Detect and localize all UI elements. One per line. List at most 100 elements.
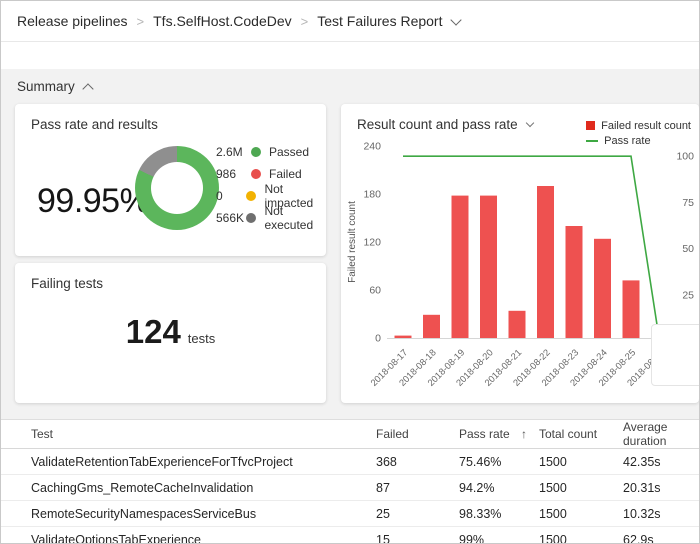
cell-total: 1500 bbox=[539, 454, 567, 469]
legend-item-passed: 2.6M Passed bbox=[216, 141, 326, 163]
chevron-down-icon[interactable] bbox=[449, 13, 462, 26]
column-header-total-count[interactable]: Total count bbox=[539, 427, 598, 441]
legend-value: 566K bbox=[216, 211, 245, 225]
breadcrumb-pipeline-name[interactable]: Tfs.SelfHost.CodeDev bbox=[153, 13, 292, 29]
table-row[interactable]: ValidateOptionsTabExperience 15 99% 1500 62.… bbox=[1, 527, 699, 544]
breadcrumb: Release pipelines > Tfs.SelfHost.CodeDev… bbox=[1, 1, 699, 42]
pass-rate-legend: 2.6M Passed 986 Failed 0 Not impacted 566K Not … bbox=[216, 141, 326, 232]
svg-text:50: 50 bbox=[682, 243, 694, 255]
chart-title-row[interactable]: Result count and pass rate bbox=[357, 117, 534, 132]
pass-rate-card-title: Pass rate and results bbox=[31, 117, 158, 132]
breadcrumb-release-pipelines[interactable]: Release pipelines bbox=[17, 13, 128, 29]
column-header-test[interactable]: Test bbox=[31, 427, 54, 441]
donut-hole bbox=[151, 162, 203, 214]
table-header-row: Test Failed Pass rate ↑ Total count Aver… bbox=[1, 420, 699, 449]
sort-ascending-icon[interactable]: ↑ bbox=[521, 427, 527, 441]
chart-legend-item: Failed result count bbox=[586, 118, 691, 133]
chart-overlay-box bbox=[651, 324, 699, 386]
failed-count-bar[interactable] bbox=[508, 310, 526, 338]
cell-pass-rate: 98.33% bbox=[459, 506, 502, 521]
pass-rate-card: Pass rate and results 99.95% 2.6M Passed 9… bbox=[15, 104, 326, 256]
failed-count-bar[interactable] bbox=[622, 280, 640, 338]
failed-count-bar[interactable] bbox=[537, 186, 554, 338]
failed-count-bar[interactable] bbox=[451, 195, 469, 338]
cell-failed: 368 bbox=[376, 454, 397, 469]
table-body: ValidateRetentionTabExperienceForTfvcPro… bbox=[1, 449, 699, 544]
legend-color-dot-icon bbox=[246, 191, 257, 201]
chart-legend: Failed result count Pass rate bbox=[586, 118, 691, 148]
cell-test: CachingGms_RemoteCacheInvalidation bbox=[31, 480, 254, 495]
cell-failed: 25 bbox=[376, 506, 390, 521]
bar-series-swatch-icon bbox=[586, 121, 596, 130]
cell-total: 1500 bbox=[539, 532, 567, 544]
chart-legend-label: Pass rate bbox=[604, 134, 651, 147]
legend-label: Not executed bbox=[264, 204, 314, 232]
legend-color-dot-icon bbox=[246, 213, 257, 223]
cell-avg-duration: 20.31s bbox=[623, 480, 661, 495]
legend-label: Not impacted bbox=[264, 182, 314, 210]
failed-count-bar[interactable] bbox=[480, 195, 497, 338]
failed-count-bar[interactable] bbox=[565, 226, 583, 338]
failed-count-bar[interactable] bbox=[394, 335, 412, 338]
legend-label: Passed bbox=[269, 145, 310, 159]
cell-pass-rate: 94.2% bbox=[459, 480, 495, 495]
legend-item-not-executed: 566K Not executed bbox=[216, 204, 326, 232]
legend-item-not-impacted: 0 Not impacted bbox=[216, 182, 326, 210]
svg-text:75: 75 bbox=[682, 197, 694, 209]
summary-collapse-toggle[interactable]: Summary bbox=[17, 79, 94, 95]
legend-value: 0 bbox=[216, 189, 223, 203]
legend-color-dot-icon bbox=[251, 169, 261, 179]
failing-tests-count: 124 bbox=[125, 313, 181, 350]
failed-count-bar[interactable] bbox=[594, 238, 611, 338]
failing-tests-card: Failing tests 124 tests bbox=[15, 263, 326, 403]
svg-text:240: 240 bbox=[363, 141, 381, 153]
legend-label: Failed bbox=[269, 167, 302, 181]
cell-avg-duration: 10.32s bbox=[623, 506, 661, 521]
cell-pass-rate: 75.46% bbox=[459, 454, 502, 469]
svg-text:180: 180 bbox=[363, 189, 381, 201]
svg-text:100: 100 bbox=[676, 151, 694, 163]
legend-item-failed: 986 Failed bbox=[216, 163, 326, 185]
chart-legend-item: Pass rate bbox=[586, 133, 691, 148]
legend-color-dot-icon bbox=[251, 147, 261, 157]
svg-text:0: 0 bbox=[375, 333, 381, 345]
chart-legend-label: Failed result count bbox=[601, 119, 691, 132]
cell-avg-duration: 42.35s bbox=[623, 454, 661, 469]
failing-tests-value: 124 tests bbox=[15, 313, 326, 351]
failed-count-bar[interactable] bbox=[423, 314, 440, 338]
cell-total: 1500 bbox=[539, 506, 567, 521]
chevron-up-icon bbox=[82, 82, 94, 95]
cell-failed: 87 bbox=[376, 480, 390, 495]
legend-value: 2.6M bbox=[216, 145, 243, 159]
svg-text:120: 120 bbox=[363, 237, 381, 249]
cell-pass-rate: 99% bbox=[459, 532, 485, 544]
result-count-pass-rate-chart[interactable]: 0 60 120 180 240 25 50 75 100 Failed result count… bbox=[341, 134, 699, 403]
pass-rate-line bbox=[403, 155, 661, 342]
pass-rate-donut-chart bbox=[135, 146, 219, 230]
result-count-chart-card: Result count and pass rate Failed result… bbox=[341, 104, 699, 403]
column-header-average-duration[interactable]: Average duration bbox=[623, 420, 668, 448]
legend-value: 986 bbox=[216, 167, 237, 181]
breadcrumb-separator: > bbox=[136, 13, 145, 29]
column-header-failed[interactable]: Failed bbox=[376, 427, 409, 441]
failing-tests-card-title: Failing tests bbox=[31, 276, 104, 291]
cell-test: RemoteSecurityNamespacesServiceBus bbox=[31, 506, 257, 521]
failing-tests-unit: tests bbox=[187, 331, 216, 346]
svg-text:60: 60 bbox=[369, 285, 381, 297]
table-row[interactable]: CachingGms_RemoteCacheInvalidation 87 94.2… bbox=[1, 475, 699, 501]
cell-failed: 15 bbox=[376, 532, 390, 544]
cell-test: ValidateRetentionTabExperienceForTfvcPro… bbox=[31, 454, 293, 469]
line-series-swatch-icon bbox=[586, 139, 599, 142]
column-header-pass-rate[interactable]: Pass rate bbox=[459, 427, 510, 441]
chart-title: Result count and pass rate bbox=[357, 117, 518, 132]
breadcrumb-report-name[interactable]: Test Failures Report bbox=[317, 13, 443, 29]
table-row[interactable]: ValidateRetentionTabExperienceForTfvcPro… bbox=[1, 449, 699, 475]
cell-total: 1500 bbox=[539, 480, 567, 495]
pass-rate-percent: 99.95% bbox=[37, 182, 150, 220]
table-row[interactable]: RemoteSecurityNamespacesServiceBus 25 98.3… bbox=[1, 501, 699, 527]
summary-label: Summary bbox=[17, 79, 75, 94]
cell-test: ValidateOptionsTabExperience bbox=[31, 532, 202, 544]
failing-tests-table: Test Failed Pass rate ↑ Total count Aver… bbox=[1, 419, 699, 543]
chevron-down-icon bbox=[525, 118, 534, 128]
